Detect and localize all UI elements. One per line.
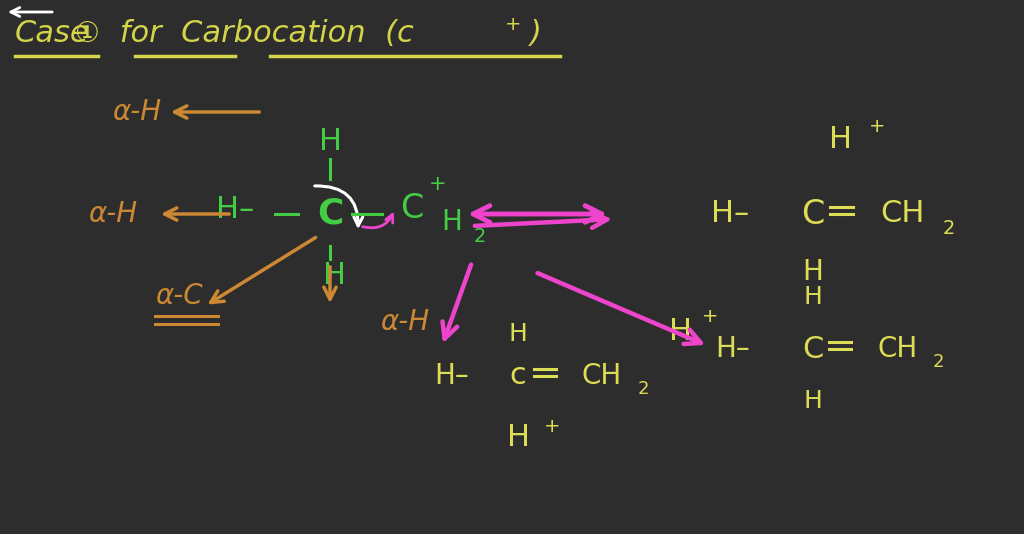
Text: C: C [803,334,823,364]
Text: +: + [701,308,718,326]
Text: H: H [669,317,691,345]
Text: 2: 2 [638,380,649,398]
Text: +: + [544,417,560,436]
Text: C: C [802,198,824,231]
Text: CH: CH [582,362,623,390]
Text: H: H [509,322,527,346]
Text: H–: H– [716,335,751,363]
Text: CH: CH [880,200,925,229]
Text: +: + [868,116,886,136]
Text: 2: 2 [933,353,944,371]
Text: +: + [429,174,446,194]
Text: H: H [828,124,852,153]
Text: H: H [324,262,346,290]
Text: H: H [507,423,529,452]
Text: +: + [505,14,521,34]
Text: c: c [510,362,526,390]
Text: H: H [804,389,822,413]
Text: 2: 2 [474,226,486,246]
Text: α-H: α-H [380,308,429,336]
Text: 2: 2 [943,219,955,239]
Text: α-H: α-H [112,98,161,126]
Text: for  Carbocation  (c: for Carbocation (c [110,20,414,49]
Text: H: H [318,128,341,156]
Text: C: C [316,197,343,231]
Text: Case: Case [15,20,90,49]
Text: ①: ① [75,20,100,48]
Text: H–: H– [434,362,469,390]
Text: ): ) [530,20,542,49]
Text: H–: H– [216,194,254,224]
FancyArrowPatch shape [314,186,362,226]
Text: H–: H– [711,200,750,229]
Text: H: H [804,285,822,309]
Text: C: C [400,192,424,225]
Text: H: H [803,258,823,286]
Text: H: H [441,208,463,236]
FancyArrowPatch shape [362,214,393,228]
Text: α-H: α-H [88,200,137,228]
Text: CH: CH [877,335,918,363]
Text: α-C: α-C [155,282,203,310]
